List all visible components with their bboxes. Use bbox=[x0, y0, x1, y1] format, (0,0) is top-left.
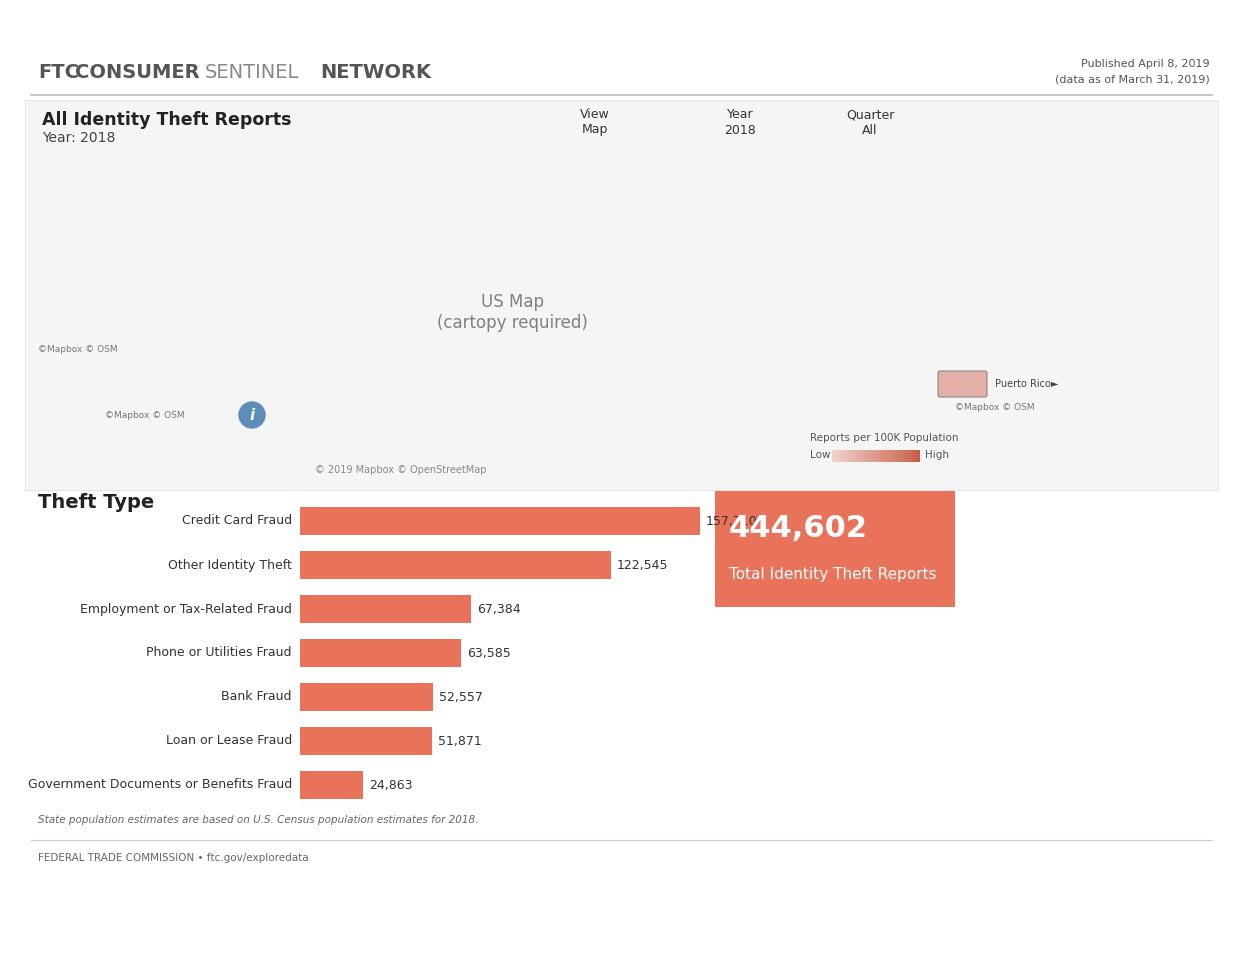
Text: Employment or Tax-Related Fraud: Employment or Tax-Related Fraud bbox=[80, 603, 292, 615]
Bar bbox=[715, 491, 955, 607]
Text: Phone or Utilities Fraud: Phone or Utilities Fraud bbox=[147, 647, 292, 659]
Text: Low: Low bbox=[810, 450, 830, 460]
Text: Published April 8, 2019: Published April 8, 2019 bbox=[1081, 59, 1209, 69]
Bar bbox=[300, 507, 700, 535]
Text: Reports per 100K Population: Reports per 100K Population bbox=[810, 433, 958, 443]
Text: 24,863: 24,863 bbox=[369, 778, 413, 792]
Text: Loan or Lease Fraud: Loan or Lease Fraud bbox=[165, 734, 292, 748]
Text: 444,602: 444,602 bbox=[728, 513, 868, 543]
Text: CONSUMER: CONSUMER bbox=[75, 62, 200, 82]
Text: ©Mapbox © OSM: ©Mapbox © OSM bbox=[104, 410, 185, 420]
Text: Theft Type: Theft Type bbox=[39, 494, 154, 512]
Text: US Map
(cartopy required): US Map (cartopy required) bbox=[438, 293, 588, 332]
FancyBboxPatch shape bbox=[938, 371, 987, 397]
Text: 2018: 2018 bbox=[725, 124, 756, 136]
Text: NETWORK: NETWORK bbox=[319, 62, 431, 82]
Text: ©Mapbox © OSM: ©Mapbox © OSM bbox=[955, 404, 1034, 412]
Text: 52,557: 52,557 bbox=[439, 691, 484, 703]
Text: State population estimates are based on U.S. Census population estimates for 201: State population estimates are based on … bbox=[39, 815, 479, 825]
Text: All Identity Theft Reports: All Identity Theft Reports bbox=[42, 111, 292, 129]
Text: Government Documents or Benefits Fraud: Government Documents or Benefits Fraud bbox=[27, 778, 292, 792]
Text: © 2019 Mapbox © OpenStreetMap: © 2019 Mapbox © OpenStreetMap bbox=[314, 465, 486, 475]
Text: Puerto Rico►: Puerto Rico► bbox=[994, 379, 1058, 389]
Text: Total Identity Theft Reports: Total Identity Theft Reports bbox=[728, 567, 937, 582]
Text: 51,871: 51,871 bbox=[438, 734, 481, 748]
Bar bbox=[300, 639, 461, 667]
Text: All: All bbox=[863, 124, 878, 136]
Text: 67,384: 67,384 bbox=[477, 603, 521, 615]
Bar bbox=[300, 551, 610, 579]
Text: Year: 2018: Year: 2018 bbox=[42, 131, 116, 145]
Bar bbox=[300, 595, 471, 623]
Bar bbox=[300, 727, 431, 755]
Text: Credit Card Fraud: Credit Card Fraud bbox=[181, 514, 292, 528]
Bar bbox=[25, 100, 1218, 490]
Bar bbox=[300, 771, 363, 799]
Text: 122,545: 122,545 bbox=[617, 558, 669, 572]
Bar bbox=[300, 683, 434, 711]
Text: SENTINEL: SENTINEL bbox=[205, 62, 300, 82]
Text: FTC: FTC bbox=[39, 62, 80, 82]
Text: View: View bbox=[580, 109, 610, 121]
Text: 157,710: 157,710 bbox=[706, 514, 758, 528]
Text: Map: Map bbox=[582, 124, 608, 136]
Circle shape bbox=[239, 402, 265, 428]
Text: FEDERAL TRADE COMMISSION • ftc.gov/exploredata: FEDERAL TRADE COMMISSION • ftc.gov/explo… bbox=[39, 853, 308, 863]
Text: Quarter: Quarter bbox=[845, 109, 894, 121]
Text: Bank Fraud: Bank Fraud bbox=[221, 691, 292, 703]
Text: ©Mapbox © OSM: ©Mapbox © OSM bbox=[39, 346, 118, 355]
Text: Year: Year bbox=[727, 109, 753, 121]
Text: 63,585: 63,585 bbox=[467, 647, 511, 659]
Text: i: i bbox=[250, 407, 255, 423]
Text: High: High bbox=[925, 450, 948, 460]
Text: Other Identity Theft: Other Identity Theft bbox=[168, 558, 292, 572]
Text: (data as of March 31, 2019): (data as of March 31, 2019) bbox=[1055, 74, 1209, 84]
